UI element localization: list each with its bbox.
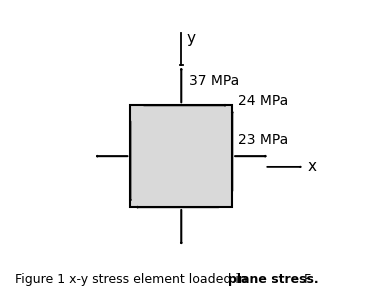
Text: y: y: [187, 31, 195, 46]
Text: x: x: [307, 159, 316, 174]
Text: Figure 1 x-y stress element loaded in: Figure 1 x-y stress element loaded in: [15, 273, 251, 286]
Text: plane stress.: plane stress.: [228, 273, 319, 286]
Text: 24 MPa: 24 MPa: [238, 94, 288, 108]
Text: 23 MPa: 23 MPa: [238, 133, 288, 147]
Bar: [130, 105, 232, 207]
Text: 37 MPa: 37 MPa: [189, 74, 240, 88]
Text: F: F: [296, 273, 311, 286]
